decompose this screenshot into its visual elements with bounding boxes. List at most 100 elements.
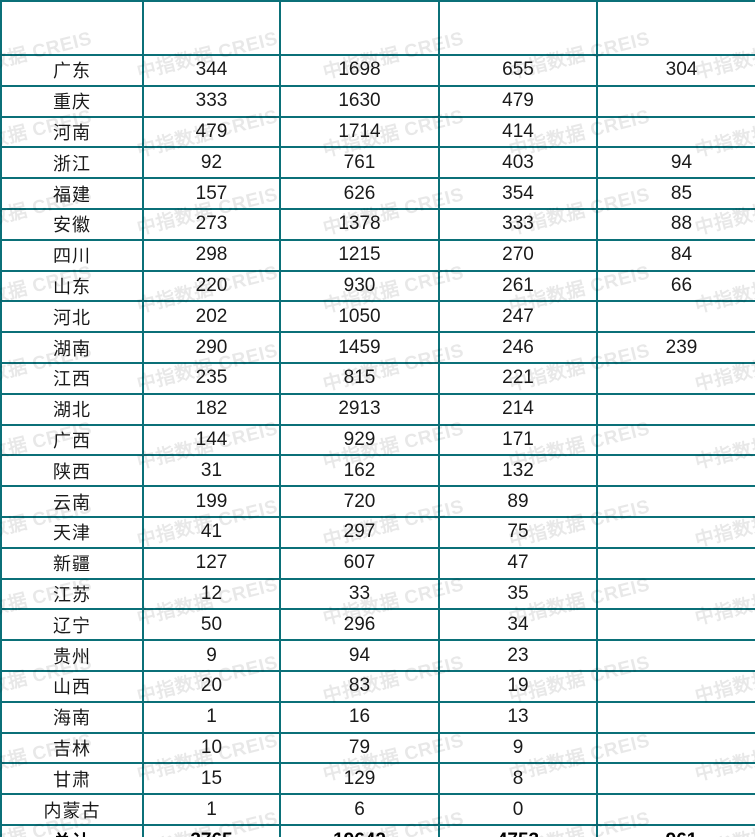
cell-amount: 9 [438,731,598,765]
cell-bonds [596,577,755,611]
table-row: 陕西 31 162 132 [0,454,755,488]
cell-province: 江西 [0,361,144,395]
table-row: 吉林 10 79 9 [0,731,755,765]
cell-parcels: 290 [142,331,281,364]
cell-province: 湖南 [0,331,144,364]
cell-province: 广东 [0,54,144,87]
table-body: 广东 344 1698 655 304 重庆 333 1630 479 河南 479 1714 414 浙… [0,54,755,837]
column-header-bonds[interactable]: 已发行&即将发行 专项债(亿元) [596,0,755,56]
cell-amount: 0 [438,793,598,826]
table-row: 甘肃 15 129 8 [0,762,755,796]
cell-amount: 47 [438,546,598,580]
cell-bonds [596,608,755,642]
cell-parcels: 92 [142,146,281,180]
cell-amount: 214 [438,392,598,426]
header-label-area-line1: 收储用地面积 [308,7,411,27]
cell-amount: 246 [438,331,598,364]
table-row: 江西 235 815 221 [0,361,755,395]
cell-area: 1050 [279,300,440,334]
cell-amount: 414 [438,115,598,149]
cell-area: 94 [279,639,440,672]
table-row: 云南 199 720 89 [0,485,755,518]
cell-area: 83 [279,669,440,703]
table-row: 河南 479 1714 414 [0,115,755,149]
header-label-area-line2: (万㎡) [336,28,383,47]
table-row: 广西 144 929 171 [0,423,755,457]
cell-amount: 261 [438,269,598,303]
table-row: 贵州 9 94 23 [0,639,755,672]
cell-parcels: 9 [142,639,281,672]
header-label-amount-line1: 拟收储总金额 [467,7,569,27]
total-cell-area: 19642 [279,823,440,837]
total-cell-amount: 4753 [438,823,598,837]
cell-province: 吉林 [0,731,144,765]
table-row: 内蒙古 1 6 0 [0,793,755,826]
cell-bonds: 84 [596,238,755,272]
cell-area: 626 [279,177,440,210]
cell-bonds: 94 [596,146,755,180]
cell-province: 辽宁 [0,608,144,642]
cell-amount: 13 [438,700,598,734]
cell-amount: 171 [438,423,598,457]
cell-parcels: 182 [142,392,281,426]
cell-amount: 221 [438,361,598,395]
cell-parcels: 1 [142,700,281,734]
cell-bonds [596,423,755,457]
cell-bonds [596,300,755,334]
cell-amount: 19 [438,669,598,703]
cell-area: 1714 [279,115,440,149]
cell-parcels: 202 [142,300,281,334]
cell-bonds [596,361,755,395]
cell-area: 1698 [279,54,440,87]
cell-amount: 75 [438,515,598,549]
cell-parcels: 41 [142,515,281,549]
cell-area: 33 [279,577,440,611]
table-row: 辽宁 50 296 34 [0,608,755,642]
cell-bonds: 66 [596,269,755,303]
cell-parcels: 15 [142,762,281,796]
cell-parcels: 31 [142,454,281,488]
cell-province: 新疆 [0,546,144,580]
cell-bonds [596,546,755,580]
cell-province: 浙江 [0,146,144,180]
cell-province: 广西 [0,423,144,457]
cell-parcels: 220 [142,269,281,303]
cell-area: 16 [279,700,440,734]
header-label-province-line1: 省/市 [52,17,92,37]
cell-bonds [596,454,755,488]
cell-amount: 132 [438,454,598,488]
cell-province: 内蒙古 [0,793,144,826]
column-header-area[interactable]: 收储用地面积 (万㎡) [279,0,440,56]
cell-area: 761 [279,146,440,180]
column-header-parcels[interactable]: 宗数(宗) [142,0,281,56]
cell-bonds: 304 [596,54,755,87]
cell-area: 1378 [279,207,440,241]
cell-bonds [596,84,755,118]
cell-province: 四川 [0,238,144,272]
cell-bonds [596,115,755,149]
cell-province: 江苏 [0,577,144,611]
cell-province: 贵州 [0,639,144,672]
cell-province: 重庆 [0,84,144,118]
table-header: 省/市 宗数(宗) 收储用地面积 (万㎡) 拟收储总金额 (亿元)↓ 已发行&即… [0,0,755,56]
table-row: 天津 41 297 75 [0,515,755,549]
table-row: 浙江 92 761 403 94 [0,146,755,180]
table-row: 山东 220 930 261 66 [0,269,755,303]
cell-parcels: 479 [142,115,281,149]
cell-area: 297 [279,515,440,549]
column-header-amount[interactable]: 拟收储总金额 (亿元)↓ [438,0,598,56]
column-header-province[interactable]: 省/市 [0,0,144,56]
cell-parcels: 144 [142,423,281,457]
cell-bonds: 85 [596,177,755,210]
cell-amount: 8 [438,762,598,796]
cell-province: 云南 [0,485,144,518]
cell-amount: 333 [438,207,598,241]
cell-amount: 270 [438,238,598,272]
table-row: 四川 298 1215 270 84 [0,238,755,272]
cell-bonds [596,669,755,703]
cell-area: 129 [279,762,440,796]
cell-area: 2913 [279,392,440,426]
cell-area: 930 [279,269,440,303]
table-row: 山西 20 83 19 [0,669,755,703]
